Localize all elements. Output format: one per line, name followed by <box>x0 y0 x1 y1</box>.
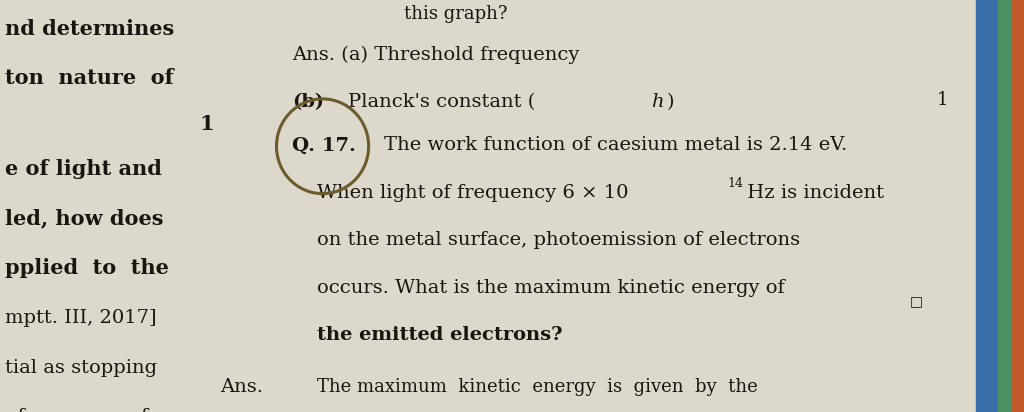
Text: this graph?: this graph? <box>404 5 508 23</box>
Text: ): ) <box>667 93 674 111</box>
Text: occurs. What is the maximum kinetic energy of: occurs. What is the maximum kinetic ener… <box>317 279 785 297</box>
Text: Q. 17.: Q. 17. <box>292 136 355 154</box>
Text: 14: 14 <box>727 178 743 190</box>
Bar <box>976 0 998 412</box>
Text: h: h <box>651 93 664 111</box>
Text: Planck's constant (: Planck's constant ( <box>348 93 536 111</box>
Text: 1: 1 <box>937 91 948 109</box>
Text: Ans.: Ans. <box>220 378 263 396</box>
Text: frequency  of: frequency of <box>5 408 148 412</box>
Text: When light of frequency 6 × 10: When light of frequency 6 × 10 <box>317 184 629 202</box>
Text: (b): (b) <box>292 93 324 111</box>
Text: Ans. (a) Threshold frequency: Ans. (a) Threshold frequency <box>292 45 580 64</box>
Bar <box>1012 0 1024 412</box>
Text: e of light and: e of light and <box>5 159 162 179</box>
Text: pplied  to  the: pplied to the <box>5 258 169 278</box>
Text: ton  nature  of: ton nature of <box>5 68 174 89</box>
Bar <box>998 0 1012 412</box>
Text: The maximum  kinetic  energy  is  given  by  the: The maximum kinetic energy is given by t… <box>317 378 758 396</box>
Text: the emitted electrons?: the emitted electrons? <box>317 326 563 344</box>
Text: mptt. III, 2017]: mptt. III, 2017] <box>5 309 157 328</box>
Text: tial as stopping: tial as stopping <box>5 359 158 377</box>
Text: 1: 1 <box>200 114 214 134</box>
Text: led, how does: led, how does <box>5 208 164 229</box>
Text: on the metal surface, photoemission of electrons: on the metal surface, photoemission of e… <box>317 231 801 249</box>
Text: The work function of caesium metal is 2.14 eV.: The work function of caesium metal is 2.… <box>384 136 847 154</box>
Text: nd determines: nd determines <box>5 19 174 39</box>
Text: Hz is incident: Hz is incident <box>741 184 885 202</box>
Text: □: □ <box>909 294 923 308</box>
